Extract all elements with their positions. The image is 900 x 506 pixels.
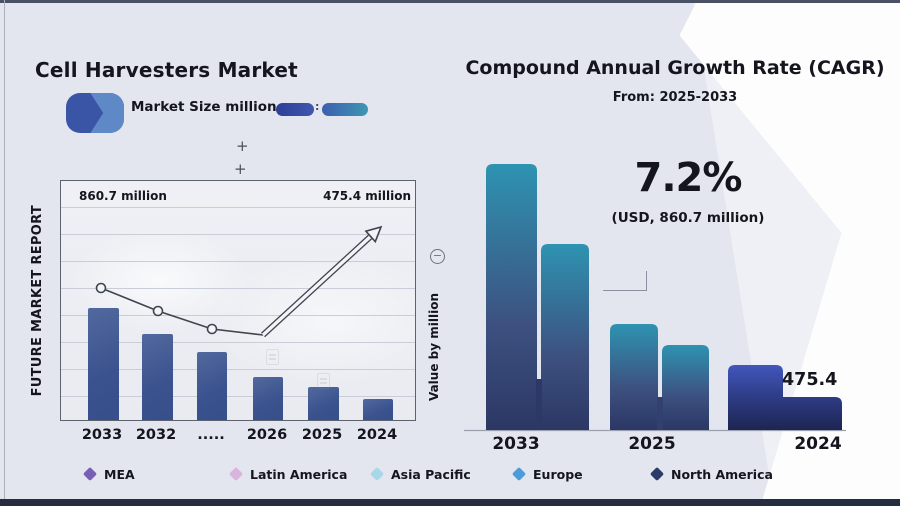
legend-item-latin-america: Latin America: [228, 466, 348, 482]
cagr-subtitle: From: 2025-2033: [612, 90, 738, 105]
left-border-line: [4, 0, 5, 506]
gridline: [61, 207, 415, 208]
bottom-border-bar: [0, 499, 900, 506]
market-size-chart: 860.7 million 475.4 million: [60, 180, 416, 421]
bar-2025-secondary: [662, 345, 709, 430]
bar-2025-merge: [657, 397, 663, 430]
bar-2032: [142, 334, 173, 420]
gridline: [61, 396, 415, 397]
future-market-report-watermark: FUTURE MARKET REPORT: [29, 205, 45, 397]
legend-label: Asia Pacific: [391, 466, 471, 482]
circled-minus-icon: −: [430, 249, 445, 264]
top-border-bar: [0, 0, 900, 3]
value-by-million-axis-label: Value by million: [427, 293, 441, 402]
legend-label: MEA: [104, 466, 135, 482]
x-label: 2033: [492, 434, 540, 454]
legend-item-europe: Europe: [511, 466, 583, 482]
x-label: 2025: [628, 434, 676, 454]
diamond-icon: [228, 466, 244, 482]
annotation-2024-value: 475.4 million: [323, 189, 411, 203]
legend-label: North America: [671, 466, 773, 482]
x-label: .....: [197, 427, 225, 443]
plus-icon: +: [236, 137, 249, 155]
legend-item-asia-pacific: Asia Pacific: [369, 466, 471, 482]
x-label: 2032: [135, 427, 177, 443]
diamond-icon: [511, 466, 527, 482]
bar-2025-primary: [610, 324, 658, 430]
legend-item-north-america: North America: [649, 466, 773, 482]
gridline: [61, 261, 415, 262]
x-label: 2024: [794, 434, 842, 454]
legend-label: Latin America: [250, 466, 348, 482]
bar-2033-primary: [486, 164, 537, 430]
gridline: [61, 288, 415, 289]
cagr-value: 7.2%: [634, 155, 743, 201]
clipboard-watermark-icon: [317, 373, 330, 389]
gridline: [61, 369, 415, 370]
diamond-icon: [82, 466, 98, 482]
clipboard-watermark-icon: [266, 349, 279, 365]
market-size-legend-label: Market Size million: [131, 99, 277, 115]
bar-2024-value-label: 475.4: [782, 370, 838, 390]
x-label: 2033: [81, 427, 123, 443]
diamond-icon: [369, 466, 385, 482]
legend-item-mea: MEA: [82, 466, 135, 482]
bar-dots: [197, 352, 227, 420]
cagr-bar-chart: [464, 164, 846, 432]
diamond-icon: [649, 466, 665, 482]
bar-2025: [308, 387, 339, 420]
legend-label: Europe: [533, 466, 583, 482]
x-label: 2024: [356, 427, 398, 443]
step-decoration-line: [646, 271, 648, 291]
cylinder-icon: [66, 93, 124, 133]
ratio-pill-dark-blue: [276, 103, 314, 116]
annotation-2033-value: 860.7 million: [79, 189, 167, 203]
bar-2033-secondary: [541, 244, 589, 430]
plus-icon: +: [234, 160, 247, 178]
x-label: 2026: [246, 427, 288, 443]
bar-2024-step: [728, 365, 842, 430]
bar-2033: [88, 308, 119, 420]
x-label: 2025: [301, 427, 343, 443]
trend-line-and-arrow: [95, 225, 383, 338]
ratio-pill-teal: [322, 103, 368, 116]
step-decoration-line: [603, 290, 647, 292]
ratio-separator: :: [315, 100, 320, 113]
cagr-basis-note: (USD, 860.7 million): [611, 210, 765, 226]
gridline: [61, 234, 415, 235]
left-panel-title: Cell Harvesters Market: [35, 58, 298, 82]
gridline: [61, 342, 415, 343]
bar-2026: [253, 377, 283, 420]
cagr-title: Compound Annual Growth Rate (CAGR): [465, 57, 885, 79]
gridline: [61, 315, 415, 316]
bar-2033-merge: [536, 379, 542, 430]
cylinder-face-highlight: [90, 93, 124, 133]
bar-2024: [363, 399, 393, 420]
